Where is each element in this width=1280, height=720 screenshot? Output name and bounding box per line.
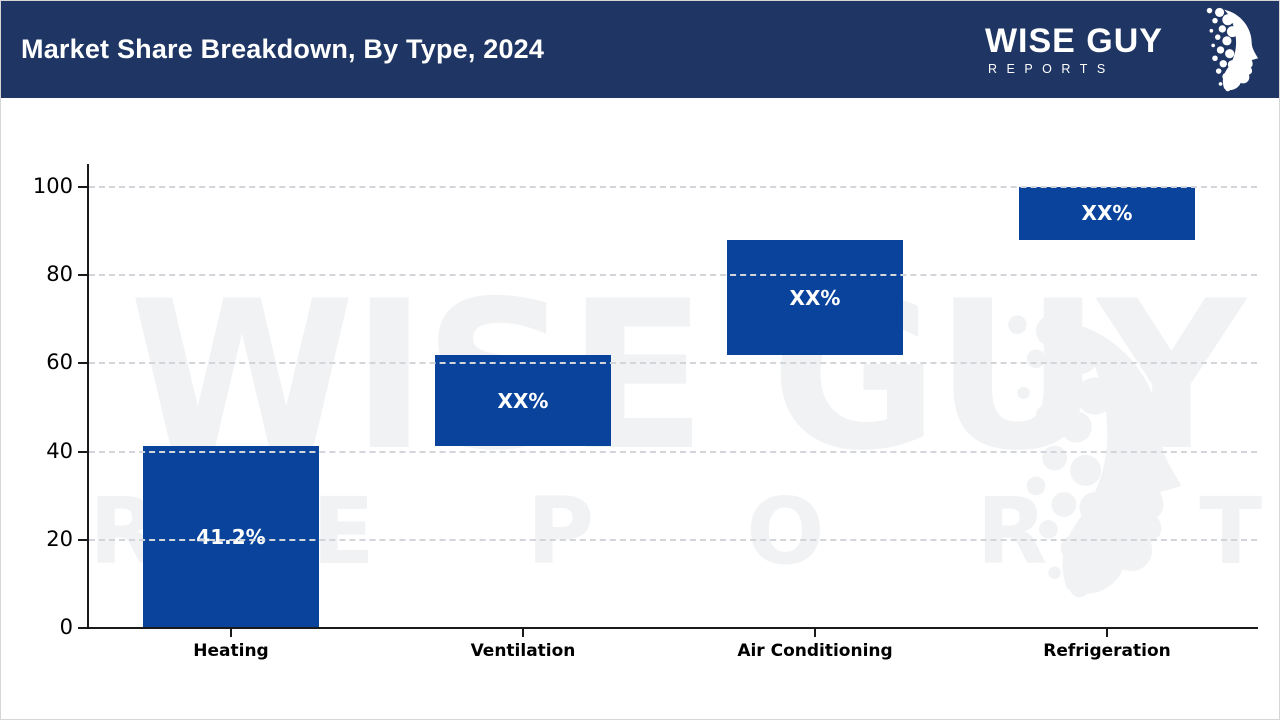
bar-value-label: XX%	[497, 388, 549, 413]
x-axis-label: Air Conditioning	[737, 641, 893, 661]
logo-subtitle: REPORTS	[987, 61, 1115, 76]
x-tick-mark	[230, 629, 232, 637]
bar-value-label: 41.2%	[196, 525, 266, 550]
plot-region: WISE GUY R E P O R T S 41.2%HeatingXX%Ve…	[1, 98, 1279, 709]
logo-text: WISE GUY REPORTS	[985, 24, 1163, 76]
gridline-60	[89, 362, 1257, 365]
bar-refrigeration: XX%	[1019, 187, 1195, 240]
y-tick-mark	[78, 538, 87, 541]
x-axis-label: Ventilation	[470, 641, 576, 661]
y-tick-mark	[78, 186, 87, 188]
bar-value-label: XX%	[789, 285, 841, 310]
x-axis-label: Heating	[193, 641, 269, 661]
y-tick-label: 0	[59, 615, 73, 639]
gridline-100	[89, 186, 1257, 188]
y-axis-line	[87, 164, 89, 628]
bar-air-conditioning: XX%	[727, 239, 903, 356]
wise-guy-reports-logo: WISE GUY REPORTS	[985, 6, 1261, 94]
y-tick-mark	[78, 274, 87, 277]
y-tick-label: 100	[32, 174, 73, 198]
bar-value-label: XX%	[1081, 201, 1133, 226]
gridline-20	[89, 538, 1257, 541]
bar-ventilation: XX%	[435, 355, 611, 447]
y-tick-label: 40	[46, 438, 73, 463]
gridline-80	[89, 274, 1257, 277]
wiseguy-head-icon	[1206, 7, 1259, 91]
gridline-40	[89, 450, 1257, 453]
x-tick-mark	[1106, 629, 1108, 637]
header-bar: Market Share Breakdown, By Type, 2024 WI…	[1, 1, 1279, 98]
watermark-head-icon	[1008, 315, 1182, 598]
y-tick-label: 20	[46, 526, 73, 551]
y-tick-mark	[78, 362, 87, 365]
x-axis-label: Refrigeration	[1043, 641, 1171, 661]
y-tick-label: 80	[46, 262, 73, 287]
x-tick-mark	[522, 629, 524, 637]
logo-brand-name: WISE GUY	[984, 21, 1163, 60]
y-tick-mark	[78, 450, 87, 453]
x-tick-mark	[814, 629, 816, 637]
chart-title: Market Share Breakdown, By Type, 2024	[21, 34, 545, 64]
bar-heating: 41.2%	[143, 446, 319, 628]
y-tick-mark	[78, 627, 87, 629]
x-axis-line	[87, 627, 1258, 629]
y-tick-label: 60	[46, 350, 73, 375]
